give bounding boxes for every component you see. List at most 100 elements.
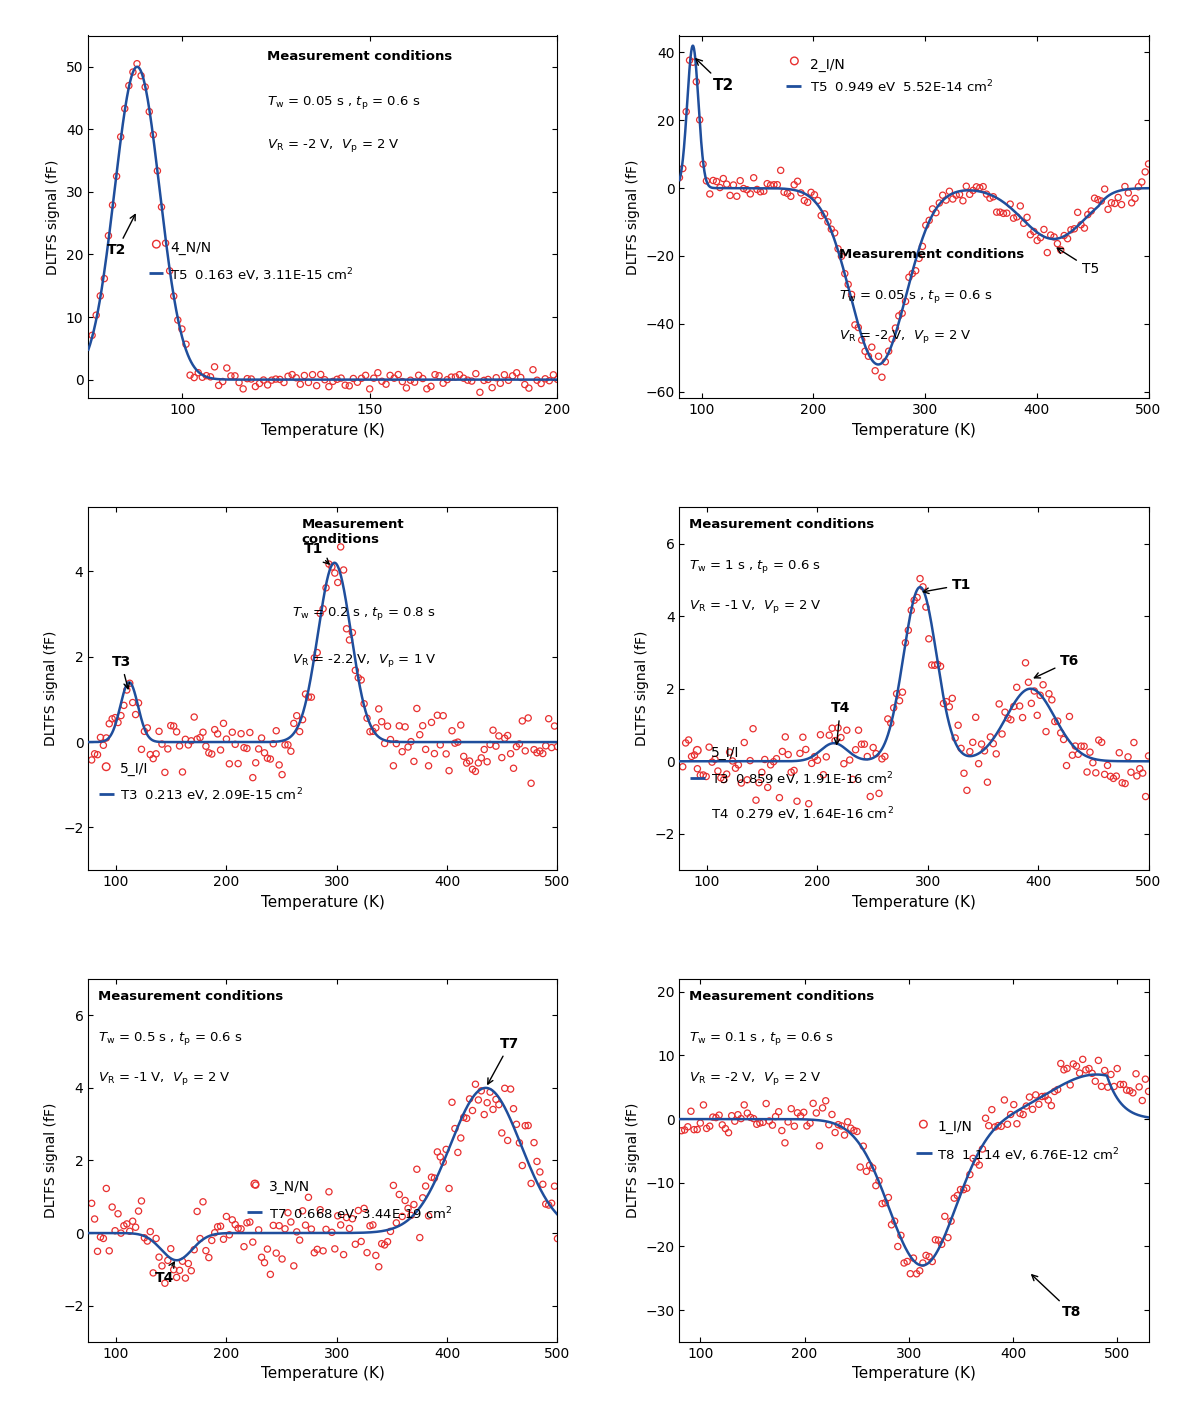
- Point: [294, 364, 313, 386]
- Point: [193, 721, 212, 744]
- Point: [1117, 1079, 1136, 1102]
- Point: [181, 1260, 200, 1282]
- Point: [1077, 1058, 1096, 1081]
- Point: [302, 686, 320, 709]
- Point: [528, 369, 547, 392]
- Point: [491, 372, 510, 395]
- Point: [181, 730, 200, 753]
- Point: [694, 764, 713, 787]
- Point: [1007, 676, 1026, 699]
- Point: [747, 1113, 766, 1136]
- Point: [712, 767, 730, 790]
- Point: [1083, 1062, 1101, 1085]
- Text: $V_{\rm R}$ = -1 V,  $V_{\rm p}$ = 2 V: $V_{\rm R}$ = -1 V, $V_{\rm p}$ = 2 V: [98, 1069, 231, 1086]
- Point: [706, 748, 724, 771]
- Point: [279, 365, 298, 388]
- Point: [100, 1240, 119, 1262]
- Point: [869, 782, 888, 805]
- Point: [743, 717, 762, 740]
- Point: [948, 1184, 967, 1207]
- Point: [1045, 710, 1064, 733]
- Point: [898, 1250, 916, 1272]
- Point: [969, 1154, 988, 1177]
- Point: [349, 666, 368, 689]
- Point: [416, 1174, 435, 1197]
- Point: [355, 1197, 373, 1220]
- Point: [913, 234, 932, 257]
- Point: [966, 706, 985, 728]
- Point: [276, 734, 294, 757]
- Point: [217, 727, 236, 750]
- Point: [948, 714, 967, 737]
- Point: [748, 178, 767, 200]
- Point: [723, 750, 742, 772]
- Point: [1107, 765, 1126, 788]
- Point: [455, 746, 474, 768]
- Point: [1027, 704, 1046, 727]
- Point: [781, 185, 800, 207]
- Point: [862, 335, 881, 358]
- Point: [325, 1238, 344, 1261]
- Point: [85, 743, 104, 765]
- Y-axis label: DLTFS signal (fF): DLTFS signal (fF): [626, 1103, 640, 1218]
- Point: [82, 1191, 101, 1214]
- Text: 2_I/N: 2_I/N: [809, 58, 845, 71]
- Point: [1061, 219, 1080, 241]
- Point: [927, 202, 946, 224]
- Point: [408, 697, 426, 720]
- Point: [1054, 1058, 1073, 1081]
- Point: [95, 267, 114, 290]
- Point: [396, 716, 415, 738]
- Point: [94, 734, 113, 757]
- Point: [455, 366, 474, 389]
- Point: [431, 1146, 450, 1169]
- Point: [544, 364, 563, 386]
- Point: [951, 1179, 969, 1201]
- Point: [530, 1160, 549, 1183]
- Text: $T_{\rm w}$ = 1 s , $t_{\rm p}$ = 0.6 s: $T_{\rm w}$ = 1 s , $t_{\rm p}$ = 0.6 s: [689, 558, 821, 575]
- Point: [1045, 226, 1064, 248]
- Point: [380, 364, 399, 386]
- Point: [262, 748, 280, 771]
- Point: [1048, 710, 1067, 733]
- Point: [728, 1103, 747, 1126]
- Point: [714, 168, 733, 190]
- Point: [914, 575, 933, 598]
- Point: [276, 1217, 294, 1240]
- Point: [858, 1160, 876, 1183]
- Point: [1113, 771, 1132, 794]
- Point: [380, 728, 399, 751]
- Point: [516, 740, 535, 763]
- Point: [1027, 229, 1046, 251]
- Point: [947, 183, 966, 206]
- Point: [229, 1217, 247, 1240]
- Point: [540, 707, 558, 730]
- Point: [197, 1240, 216, 1262]
- Point: [114, 1214, 133, 1237]
- Text: $V_{\rm R}$ = -2.2 V,  $V_{\rm p}$ = 1 V: $V_{\rm R}$ = -2.2 V, $V_{\rm p}$ = 1 V: [292, 652, 437, 669]
- Point: [960, 183, 979, 206]
- Text: Measurement conditions: Measurement conditions: [266, 50, 452, 62]
- Text: Measurement conditions: Measurement conditions: [689, 990, 874, 1003]
- Point: [349, 1198, 368, 1221]
- Point: [364, 720, 383, 743]
- Point: [754, 1110, 773, 1133]
- Point: [881, 711, 900, 734]
- Point: [680, 728, 699, 751]
- Point: [492, 1122, 511, 1145]
- Point: [765, 750, 783, 772]
- Point: [170, 734, 188, 757]
- Point: [313, 1240, 332, 1262]
- Point: [984, 186, 1002, 209]
- Point: [800, 792, 819, 815]
- Point: [438, 368, 457, 391]
- Point: [510, 1132, 529, 1154]
- Point: [765, 173, 783, 196]
- Point: [971, 176, 990, 199]
- Point: [413, 368, 432, 391]
- Point: [683, 51, 702, 74]
- Point: [503, 365, 522, 388]
- Point: [904, 1247, 922, 1269]
- Point: [990, 693, 1008, 716]
- Point: [697, 1118, 716, 1140]
